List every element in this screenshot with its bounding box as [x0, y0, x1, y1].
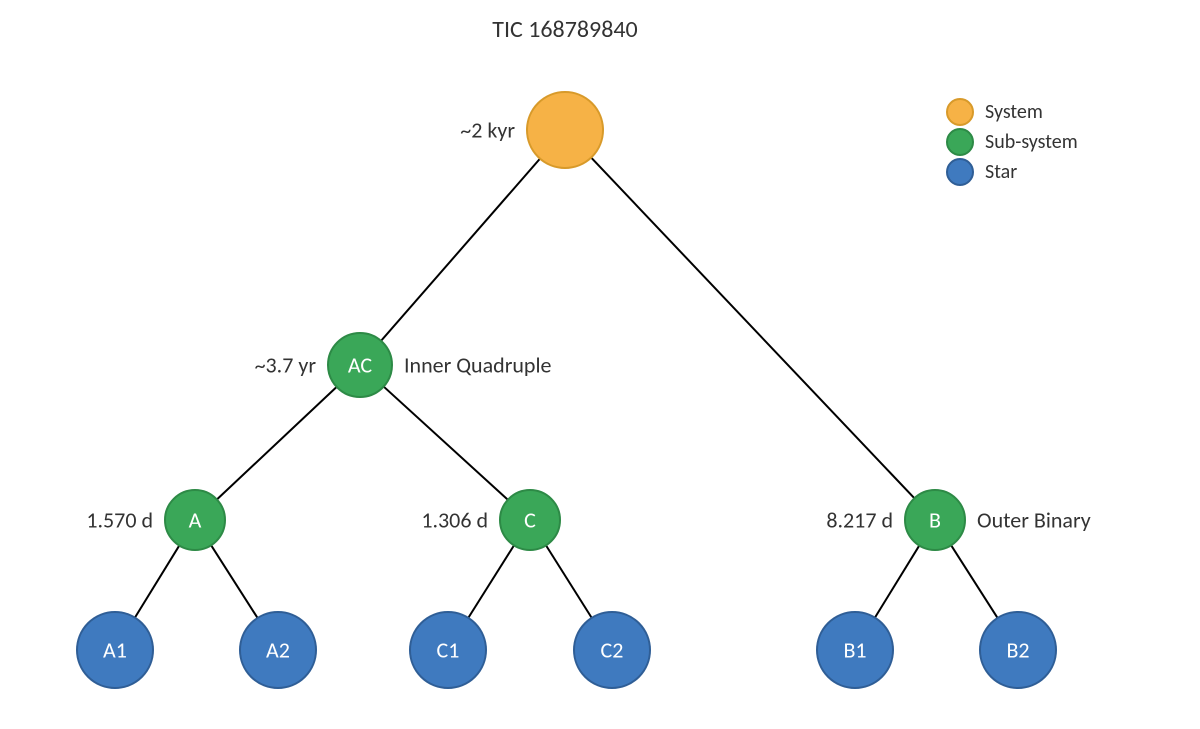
edge-B-B2 — [951, 545, 997, 618]
legend: System Sub-system Star — [947, 99, 1078, 185]
node-B: B 8.217 d Outer Binary — [826, 490, 1090, 550]
legend-dot-system — [947, 99, 973, 125]
node-B1: B1 — [817, 612, 893, 688]
edge-AC-C — [384, 387, 508, 500]
node-C1: C1 — [410, 612, 486, 688]
desc-label: Inner Quadruple — [404, 352, 552, 379]
edge-root-B — [591, 158, 914, 499]
node-B2: B2 — [980, 612, 1056, 688]
period-label: 1.570 d — [86, 507, 153, 534]
node-C: C 1.306 d — [421, 490, 560, 550]
node-AC: AC ~3.7 yr Inner Quadruple — [255, 333, 552, 397]
edge-C-C1 — [468, 545, 514, 617]
node-A2: A2 — [240, 612, 316, 688]
node-A: A 1.570 d — [86, 490, 225, 550]
node-label: A1 — [103, 637, 127, 664]
node-label: AC — [348, 352, 373, 379]
desc-label: Outer Binary — [977, 507, 1091, 534]
node-label: B2 — [1006, 637, 1029, 664]
node-label: B — [929, 507, 941, 534]
period-label: 8.217 d — [826, 507, 893, 534]
node-A1: A1 — [77, 612, 153, 688]
system-circle — [527, 92, 603, 168]
node-label: A2 — [266, 637, 290, 664]
node-root: TIC 168789840 ~2 kyr — [460, 15, 637, 168]
diagram-title: TIC 168789840 — [492, 15, 637, 44]
legend-dot-subsystem — [947, 129, 973, 155]
hierarchy-diagram: TIC 168789840~2 kyrAC~3.7 yrInner Quadru… — [0, 0, 1200, 729]
node-label: C — [524, 507, 536, 534]
edge-AC-A — [217, 387, 337, 500]
legend-label: Star — [985, 160, 1017, 184]
node-label: C1 — [437, 637, 460, 664]
node-label: A — [189, 507, 202, 534]
legend-dot-star — [947, 159, 973, 185]
legend-label: System — [985, 100, 1043, 124]
period-label: 1.306 d — [421, 507, 488, 534]
edge-C-C2 — [546, 545, 592, 617]
edge-B-B1 — [875, 546, 919, 618]
edge-A-A1 — [135, 546, 179, 618]
legend-label: Sub-system — [985, 130, 1078, 154]
node-label: B1 — [843, 637, 866, 664]
node-C2: C2 — [574, 612, 650, 688]
period-label: ~3.7 yr — [255, 352, 317, 379]
node-label: C2 — [601, 637, 624, 664]
period-label: ~2 kyr — [460, 117, 515, 144]
edge-A-A2 — [211, 545, 257, 618]
edge-root-AC — [381, 159, 540, 341]
